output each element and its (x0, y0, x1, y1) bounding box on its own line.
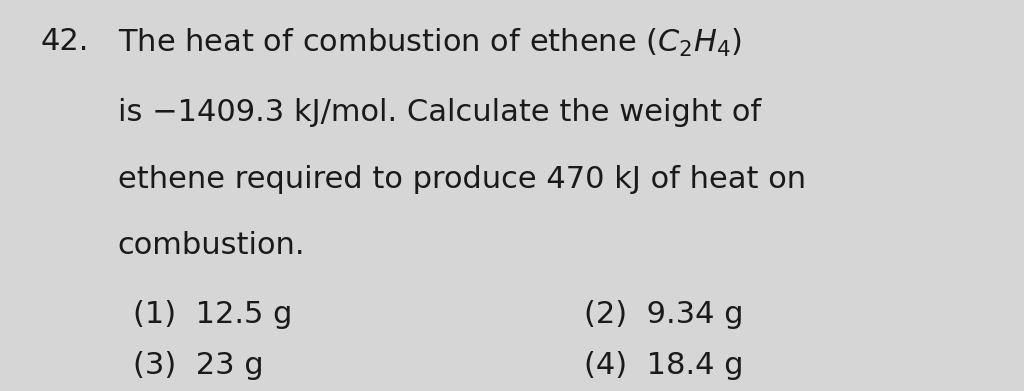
Text: combustion.: combustion. (118, 231, 305, 260)
Text: is −1409.3 kJ/mol. Calculate the weight of: is −1409.3 kJ/mol. Calculate the weight … (118, 98, 761, 127)
Text: (3)  23 g: (3) 23 g (133, 351, 264, 380)
Text: (4)  18.4 g: (4) 18.4 g (584, 351, 743, 380)
Text: The heat of combustion of ethene $(C_2H_4)$: The heat of combustion of ethene $(C_2H_… (118, 27, 741, 59)
Text: (1)  12.5 g: (1) 12.5 g (133, 300, 293, 329)
Text: (2)  9.34 g: (2) 9.34 g (584, 300, 743, 329)
Text: 42.: 42. (41, 27, 89, 56)
Text: ethene required to produce 470 kJ of heat on: ethene required to produce 470 kJ of hea… (118, 165, 806, 194)
